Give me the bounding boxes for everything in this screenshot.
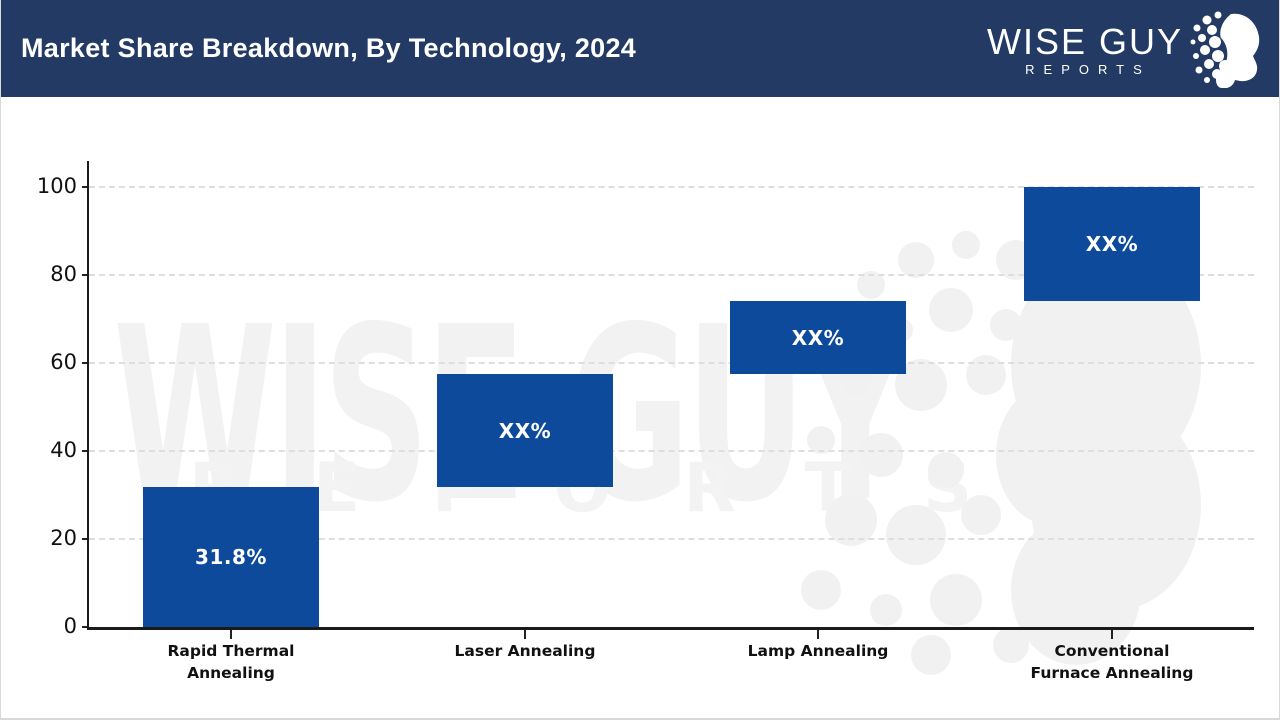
y-tick-label: 60 — [50, 350, 77, 374]
x-category-label: Conventional Furnace Annealing — [1030, 642, 1194, 682]
bar-segment: 31.8% — [143, 487, 319, 627]
y-tick-label: 100 — [36, 174, 77, 198]
logo-text: WISE GUY REPORTS — [986, 20, 1183, 78]
chart-area: WISE GUY REPORTS 0 20 40 60 80 100 31.8% Rapid … — [1, 97, 1279, 720]
x-category-label: Lamp Annealing — [747, 642, 889, 660]
y-tick-mark — [82, 626, 89, 628]
logo-wordmark: WISE GUY — [986, 20, 1183, 62]
bar-segment: XX% — [730, 301, 906, 374]
y-tick-label: 20 — [50, 526, 77, 550]
x-tick-mark — [817, 630, 819, 639]
y-tick-label: 40 — [50, 438, 77, 462]
gridline-y-60 — [89, 362, 1254, 364]
y-tick-mark — [82, 186, 89, 188]
header-banner: Market Share Breakdown, By Technology, 2… — [1, 0, 1279, 97]
y-tick-mark — [82, 450, 89, 452]
x-tick-mark — [230, 630, 232, 639]
x-axis-line — [87, 627, 1254, 630]
x-tick-mark — [524, 630, 526, 639]
y-tick-mark — [82, 362, 89, 364]
y-tick-mark — [82, 274, 89, 276]
wise-guy-logo: WISE GUY REPORTS — [987, 10, 1265, 90]
bar-value-label: 31.8% — [195, 545, 267, 570]
bar-value-label: XX% — [791, 325, 845, 350]
x-category-label: Laser Annealing — [454, 642, 596, 660]
x-tick-mark — [1111, 630, 1113, 639]
page-title: Market Share Breakdown, By Technology, 2… — [21, 33, 637, 63]
y-tick-label: 0 — [63, 614, 77, 638]
gridline-y-80 — [89, 274, 1254, 276]
y-tick-mark — [82, 538, 89, 540]
y-axis-line — [87, 161, 89, 629]
logo-face-icon — [1190, 11, 1260, 88]
x-category-label: Rapid Thermal Annealing — [167, 642, 295, 682]
gridline-y-20 — [89, 538, 1254, 540]
gridline-y-100 — [89, 186, 1254, 188]
y-tick-label: 80 — [50, 262, 77, 286]
waterfall-chart: 0 20 40 60 80 100 31.8% Rapid Thermal Annealing… — [1, 97, 1279, 718]
bar-value-label: XX% — [498, 418, 552, 443]
bar-segment: XX% — [1024, 187, 1200, 302]
logo-subtitle: REPORTS — [1025, 62, 1151, 78]
watermark-face-dots — [801, 229, 1201, 675]
bar-value-label: XX% — [1085, 232, 1139, 257]
gridline-y-40 — [89, 450, 1254, 452]
bar-segment: XX% — [437, 374, 613, 488]
